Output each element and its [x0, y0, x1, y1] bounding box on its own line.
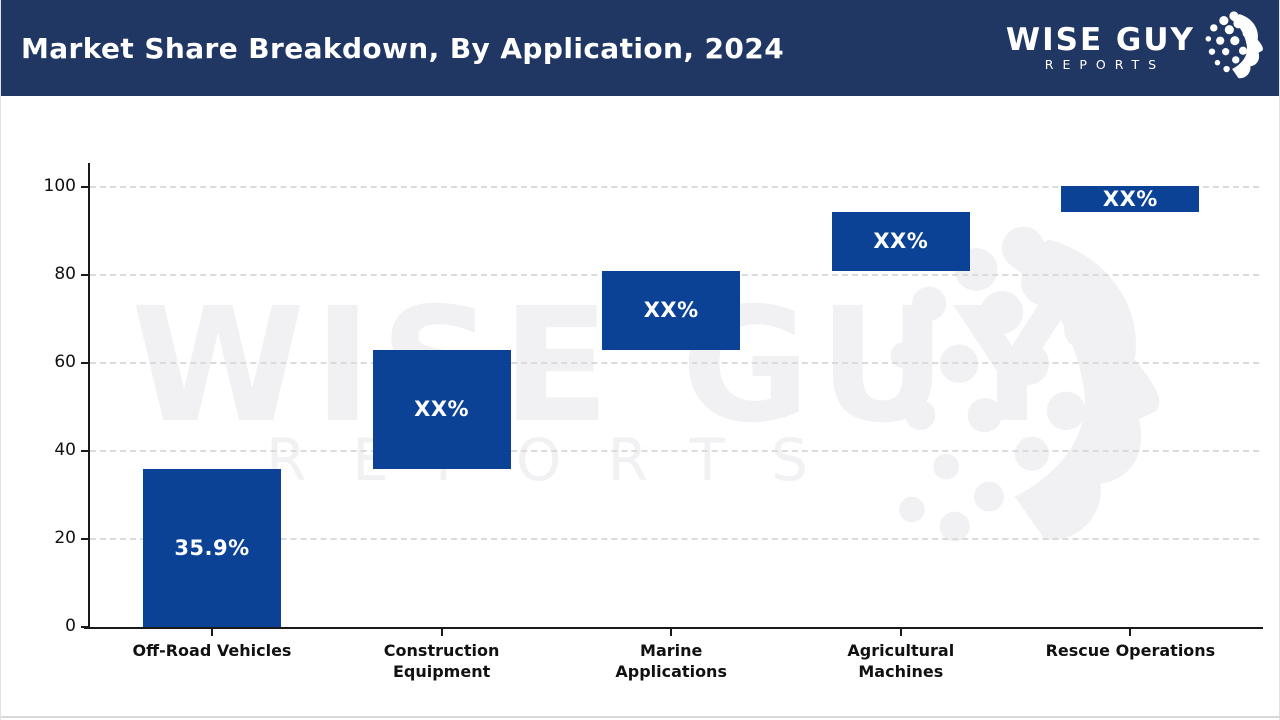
x-category-label-marine-applications: Marine Applications: [556, 641, 786, 683]
gridline-20: [90, 538, 1259, 540]
x-tick-rescue-operations: [1129, 629, 1132, 636]
gridline-40: [90, 450, 1259, 452]
y-tick-60: [81, 362, 89, 364]
bar-value-label-construction-equipment: XX%: [414, 397, 470, 422]
x-tick-construction-equipment: [440, 629, 443, 636]
x-category-label-line: Construction: [383, 641, 500, 660]
bar-construction-equipment: XX%: [372, 349, 511, 470]
y-tick-80: [81, 274, 89, 276]
x-tick-marine-applications: [670, 629, 673, 636]
y-tick-20: [81, 538, 89, 540]
x-category-label-line: Agricultural: [847, 641, 955, 660]
x-tick-off-road-vehicles: [211, 629, 213, 636]
header-bar: Market Share Breakdown, By Application, …: [1, 0, 1279, 96]
bar-agricultural-machines: XX%: [831, 212, 970, 271]
y-tick-40: [81, 450, 89, 452]
x-category-label-rescue-operations: Rescue Operations: [1015, 641, 1245, 662]
x-category-label-line: Machines: [858, 661, 944, 681]
x-category-label-agricultural-machines: Agricultural Machines: [786, 641, 1016, 683]
x-category-label-off-road-vehicles: Off-Road Vehicles: [97, 641, 327, 662]
x-category-label-line: Rescue Operations: [1045, 641, 1216, 660]
bar-marine-applications: XX%: [602, 270, 741, 350]
y-tick-label-100: 100: [43, 176, 76, 196]
y-tick-label-60: 60: [54, 352, 76, 372]
bar-value-label-rescue-operations: XX%: [1102, 187, 1158, 212]
y-axis-line: [88, 163, 90, 629]
x-category-label-line: Applications: [615, 661, 727, 681]
logo-subtext: REPORTS: [1044, 56, 1166, 72]
gridline-100: [90, 186, 1259, 188]
chart-title: Market Share Breakdown, By Application, …: [21, 31, 785, 65]
gridline-60: [90, 362, 1259, 364]
y-tick-label-20: 20: [54, 528, 76, 548]
y-tick-label-40: 40: [54, 440, 76, 460]
x-tick-agricultural-machines: [899, 629, 902, 636]
wise-guy-logo: WISE GUY REPORTS: [1006, 9, 1265, 87]
bar-value-label-off-road-vehicles: 35.9%: [174, 536, 250, 560]
x-category-label-line: Equipment: [392, 661, 491, 681]
y-tick-label-80: 80: [54, 264, 76, 284]
logo-head-icon: [1205, 11, 1263, 79]
y-tick-label-0: 0: [65, 616, 76, 636]
page-bottom-border: [1, 716, 1280, 718]
x-category-label-line: Off-Road Vehicles: [132, 641, 292, 660]
logo-wordmark: WISE GUY: [1005, 22, 1195, 59]
bar-off-road-vehicles: 35.9%: [143, 469, 281, 627]
bar-rescue-operations: XX%: [1061, 186, 1200, 213]
x-axis-line: [84, 627, 1263, 629]
watermark-subtext: REPORTS: [266, 426, 854, 494]
x-category-label-line: Marine: [640, 641, 703, 660]
bar-value-label-agricultural-machines: XX%: [873, 229, 929, 254]
bar-value-label-marine-applications: XX%: [643, 298, 699, 323]
y-tick-100: [81, 186, 89, 188]
bar-chart: WISE GUY REPORTS 0 20 40 60 80 100 35.9% Off-Ro…: [1, 96, 1280, 704]
x-category-label-construction-equipment: Construction Equipment: [327, 641, 557, 683]
